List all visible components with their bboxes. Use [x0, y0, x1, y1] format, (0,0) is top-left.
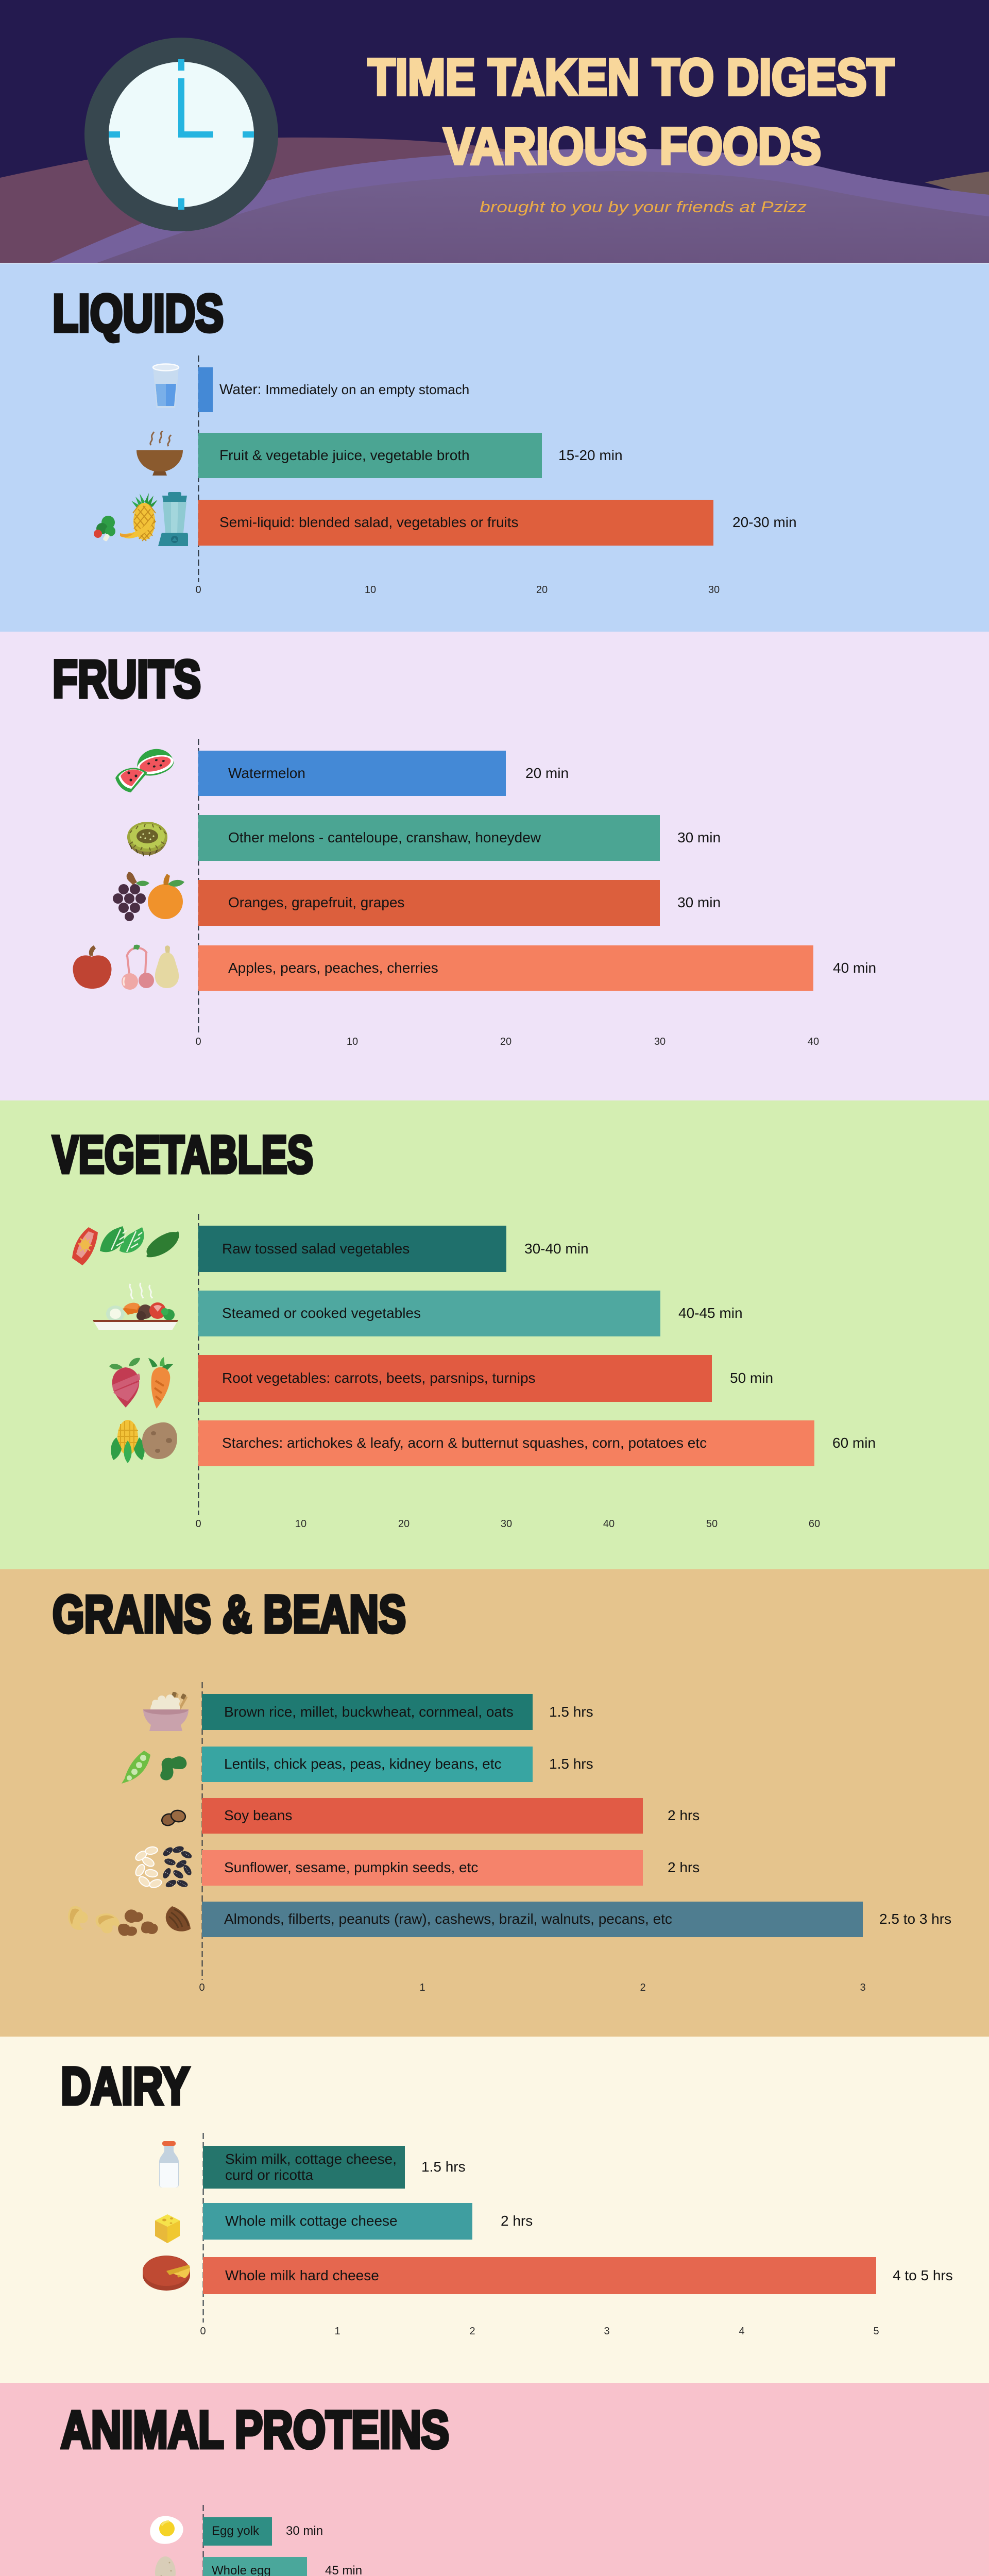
svg-text:brought to you by your friends: brought to you by your friends at Pzizz — [480, 198, 807, 216]
svg-text:VARIOUS FOODS: VARIOUS FOODS — [444, 117, 821, 175]
svg-text:FRUITS: FRUITS — [53, 650, 201, 708]
svg-text:TIME TAKEN TO DIGEST: TIME TAKEN TO DIGEST — [368, 48, 894, 106]
svg-text:GRAINS & BEANS: GRAINS & BEANS — [53, 1585, 406, 1643]
svg-text:LIQUIDS: LIQUIDS — [53, 284, 224, 343]
svg-text:ANIMAL PROTEINS: ANIMAL PROTEINS — [61, 2400, 449, 2459]
svg-text:VEGETABLES: VEGETABLES — [53, 1125, 313, 1184]
svg-text:DAIRY: DAIRY — [61, 2057, 190, 2115]
